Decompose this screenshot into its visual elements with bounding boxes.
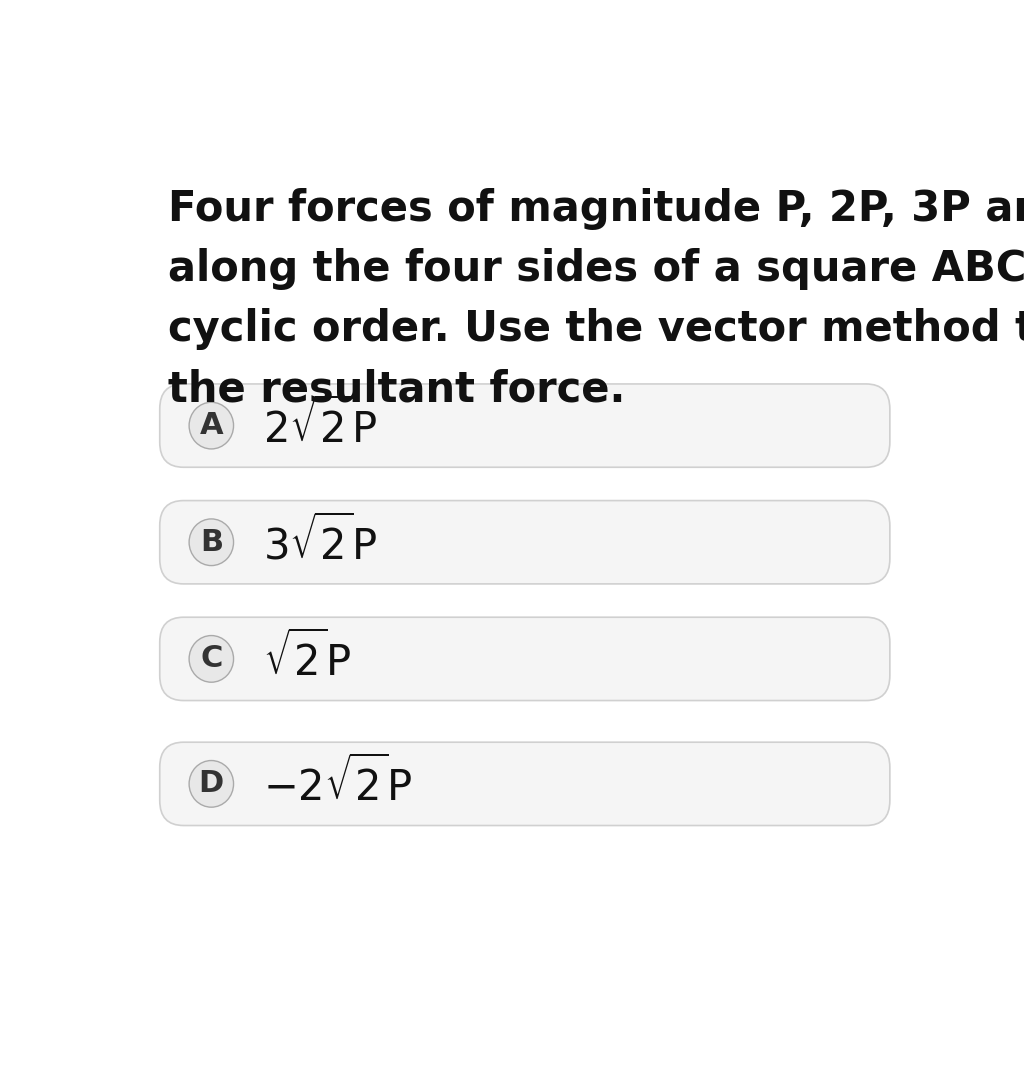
Circle shape [189,519,233,566]
Text: $2\sqrt{2}$P: $2\sqrt{2}$P [263,399,377,452]
FancyBboxPatch shape [160,742,890,826]
Text: the resultant force.: the resultant force. [168,368,625,410]
Circle shape [189,635,233,683]
Text: $-2\sqrt{2}$P: $-2\sqrt{2}$P [263,757,412,810]
FancyBboxPatch shape [160,501,890,584]
FancyBboxPatch shape [160,384,890,467]
Text: $3\sqrt{2}$P: $3\sqrt{2}$P [263,516,377,568]
Text: A: A [200,411,223,440]
Text: $\sqrt{2}$P: $\sqrt{2}$P [263,633,350,685]
Text: C: C [200,645,222,673]
Circle shape [189,403,233,449]
Text: cyclic order. Use the vector method to find: cyclic order. Use the vector method to f… [168,308,1024,351]
Text: along the four sides of a square ABCD in: along the four sides of a square ABCD in [168,248,1024,290]
FancyBboxPatch shape [160,617,890,700]
Text: Four forces of magnitude P, 2P, 3P and 4P act: Four forces of magnitude P, 2P, 3P and 4… [168,188,1024,230]
Circle shape [189,761,233,807]
Text: D: D [199,769,224,799]
Text: B: B [200,528,223,557]
